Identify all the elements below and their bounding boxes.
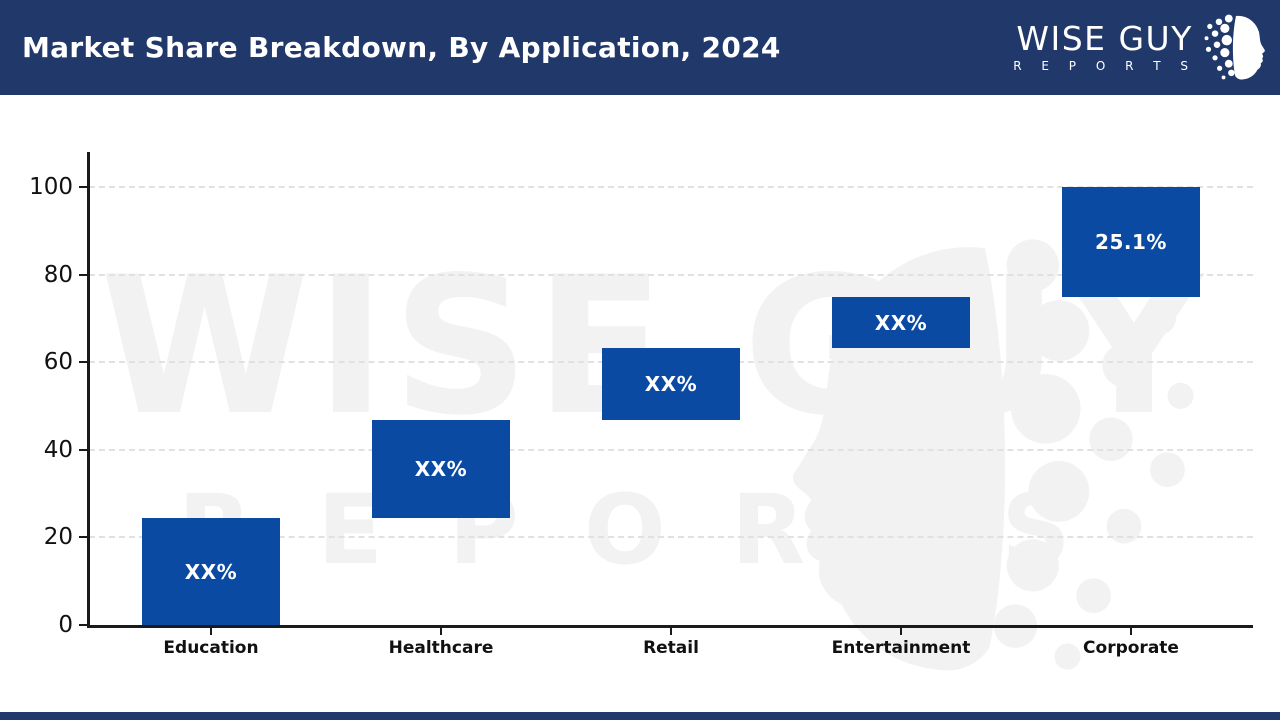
y-tick-label: 60 [43, 349, 73, 376]
gridline [89, 448, 1253, 451]
y-tick-mark [79, 273, 88, 276]
bar-entertainment: XX% [832, 296, 970, 349]
logo-subtitle: R E P O R T S [1013, 59, 1196, 73]
x-tick-mark [1130, 627, 1132, 635]
wiseguy-logo: WISE GUY R E P O R T S [1013, 0, 1268, 95]
bar-education: XX% [142, 518, 280, 625]
footer-bar [0, 712, 1280, 720]
bar-corporate: 25.1% [1062, 187, 1200, 297]
bar-label-entertainment: XX% [874, 310, 928, 335]
logo-wordmark: WISE GUY R E P O R T S [1013, 19, 1196, 74]
y-tick-mark [79, 361, 88, 364]
bar-label-retail: XX% [644, 371, 698, 396]
bar-retail: XX% [602, 348, 740, 420]
gridline [89, 273, 1253, 276]
x-label-education: Education [163, 638, 259, 658]
x-tick-mark [210, 627, 212, 635]
y-tick-label: 0 [58, 612, 73, 638]
x-label-healthcare: Healthcare [388, 638, 494, 658]
y-tick-mark [79, 186, 88, 188]
y-tick-label: 80 [43, 261, 73, 288]
x-label-corporate: Corporate [1083, 638, 1179, 658]
bar-label-education: XX% [184, 559, 238, 584]
y-tick-label: 20 [43, 524, 73, 551]
logo-face-icon [1204, 14, 1265, 80]
gridline [89, 536, 1253, 539]
bar-label-healthcare: XX% [414, 456, 468, 481]
header-bar: Market Share Breakdown, By Application, … [0, 0, 1280, 95]
gridline [89, 186, 1253, 188]
y-axis-line [87, 152, 90, 627]
y-tick-label: 40 [43, 436, 73, 463]
x-tick-mark [440, 627, 442, 635]
logo-name: WISE GUY [1016, 19, 1193, 58]
y-tick-mark [79, 536, 88, 539]
page-title: Market Share Breakdown, By Application, … [22, 31, 781, 64]
x-label-retail: Retail [643, 638, 699, 658]
x-tick-mark [670, 627, 672, 635]
x-label-entertainment: Entertainment [831, 638, 971, 658]
y-tick-label: 100 [29, 174, 73, 200]
y-tick-mark [79, 448, 88, 451]
bar-label-corporate: 25.1% [1095, 229, 1167, 254]
bar-healthcare: XX% [372, 419, 510, 519]
x-axis-line [87, 625, 1253, 628]
y-tick-mark [79, 624, 88, 626]
x-tick-mark [900, 627, 902, 635]
